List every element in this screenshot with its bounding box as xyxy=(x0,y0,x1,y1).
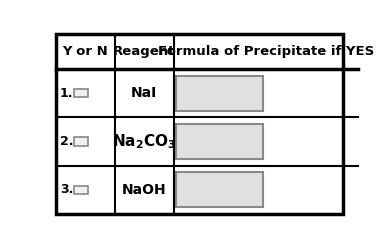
Text: NaI: NaI xyxy=(131,86,158,100)
Bar xyxy=(176,172,263,207)
Bar xyxy=(74,137,88,146)
Bar xyxy=(176,124,263,159)
Text: Y or N: Y or N xyxy=(63,45,109,58)
Text: NaOH: NaOH xyxy=(122,183,166,197)
Text: 1.: 1. xyxy=(60,87,73,100)
Text: Formula of Precipitate if YES: Formula of Precipitate if YES xyxy=(158,45,374,58)
Text: 3.: 3. xyxy=(60,183,73,196)
Text: 2.: 2. xyxy=(60,135,73,148)
Bar xyxy=(176,76,263,111)
Bar xyxy=(74,185,88,194)
Text: Reagent: Reagent xyxy=(113,45,175,58)
Text: $\mathbf{Na_2CO_3}$: $\mathbf{Na_2CO_3}$ xyxy=(112,132,176,151)
Bar xyxy=(74,89,88,97)
